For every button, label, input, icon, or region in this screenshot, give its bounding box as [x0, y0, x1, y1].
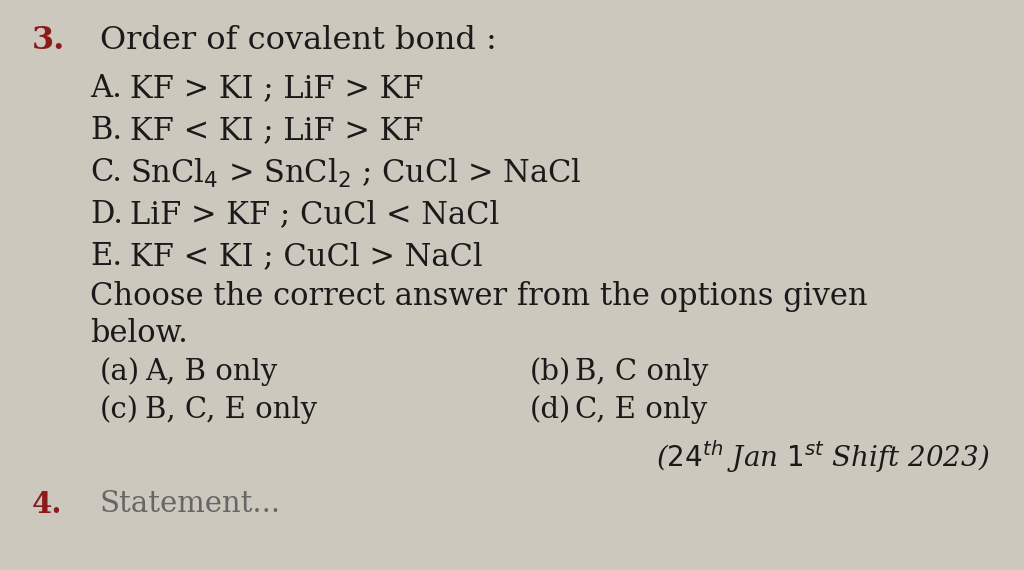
- Text: Order of covalent bond :: Order of covalent bond :: [100, 25, 497, 56]
- Text: 4.: 4.: [32, 490, 62, 519]
- Text: KF < KI ; LiF > KF: KF < KI ; LiF > KF: [130, 115, 424, 146]
- Text: A.: A.: [90, 73, 122, 104]
- Text: (a): (a): [100, 358, 140, 386]
- Text: (d): (d): [530, 396, 571, 424]
- Text: A, B only: A, B only: [145, 358, 278, 386]
- Text: SnCl$_4$ > SnCl$_2$ ; CuCl > NaCl: SnCl$_4$ > SnCl$_2$ ; CuCl > NaCl: [130, 157, 582, 190]
- Text: B.: B.: [90, 115, 122, 146]
- Text: E.: E.: [90, 241, 122, 272]
- Text: C, E only: C, E only: [575, 396, 708, 424]
- Text: LiF > KF ; CuCl < NaCl: LiF > KF ; CuCl < NaCl: [130, 199, 500, 230]
- Text: KF > KI ; LiF > KF: KF > KI ; LiF > KF: [130, 73, 424, 104]
- Text: B, C only: B, C only: [575, 358, 709, 386]
- Text: below.: below.: [90, 318, 187, 349]
- Text: (b): (b): [530, 358, 571, 386]
- Text: ($24^{th}$ Jan $1^{st}$ Shift 2023): ($24^{th}$ Jan $1^{st}$ Shift 2023): [656, 438, 990, 475]
- Text: B, C, E only: B, C, E only: [145, 396, 317, 424]
- Text: (c): (c): [100, 396, 139, 424]
- Text: Choose the correct answer from the options given: Choose the correct answer from the optio…: [90, 281, 867, 312]
- Text: KF < KI ; CuCl > NaCl: KF < KI ; CuCl > NaCl: [130, 241, 482, 272]
- Text: Statement...: Statement...: [100, 490, 282, 518]
- Text: 3.: 3.: [32, 25, 66, 56]
- Text: C.: C.: [90, 157, 122, 188]
- Text: D.: D.: [90, 199, 123, 230]
